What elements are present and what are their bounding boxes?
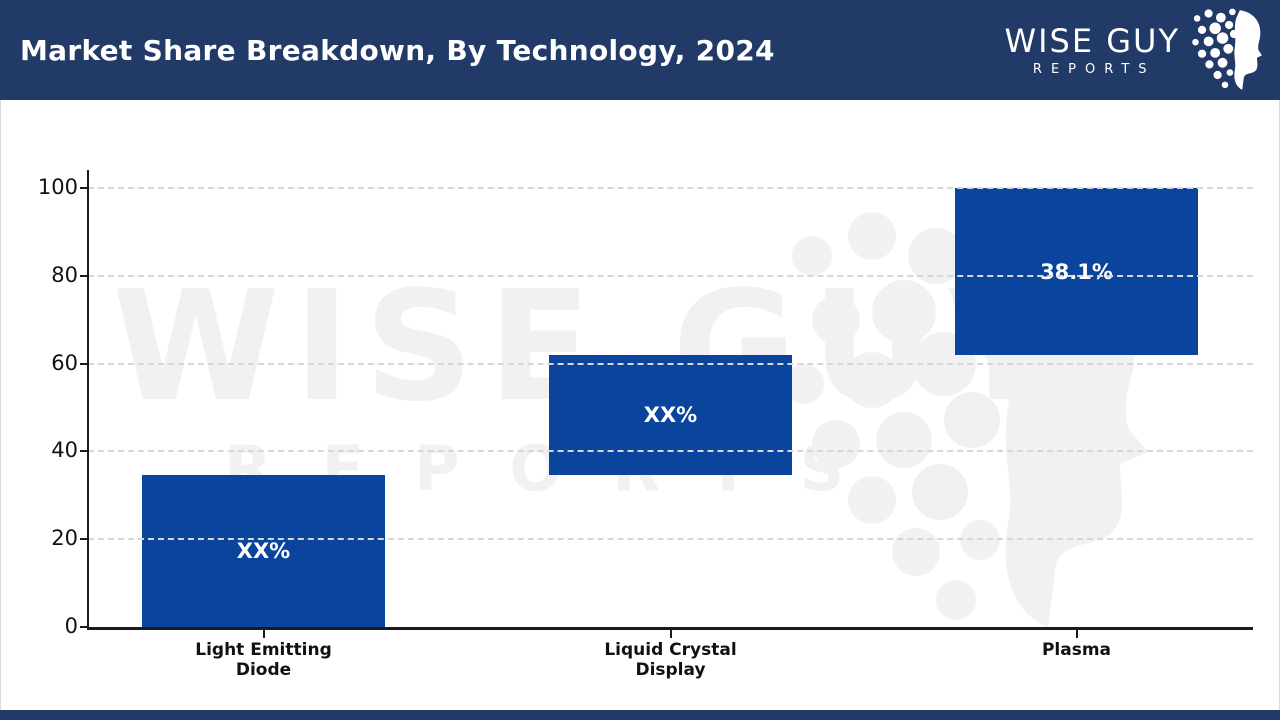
bar-value-label: 38.1% <box>1040 259 1113 284</box>
bar-value-label: XX% <box>236 539 291 564</box>
y-axis-tick <box>80 362 88 365</box>
header-bar: Market Share Breakdown, By Technology, 2… <box>0 0 1280 100</box>
y-gridline <box>88 450 1253 453</box>
bar-segment: 38.1% <box>955 188 1198 356</box>
y-gridline <box>88 538 1253 541</box>
x-axis-tick <box>1075 630 1078 638</box>
y-axis-tick-label: 60 <box>51 350 78 375</box>
logo-text: WISE GUY REPORTS <box>1004 25 1180 76</box>
bar-segment: XX% <box>142 475 385 627</box>
category-label: Plasma <box>1041 640 1112 660</box>
y-axis-tick <box>80 274 88 277</box>
bar-segment: XX% <box>549 355 792 476</box>
y-gridline <box>88 362 1253 365</box>
y-axis-line <box>87 170 89 630</box>
category-label: Liquid Crystal Display <box>604 640 737 680</box>
wise-guy-reports-logo: WISE GUY REPORTS <box>1004 6 1266 94</box>
y-axis-tick <box>80 450 88 453</box>
bar-value-label: XX% <box>643 403 698 428</box>
y-axis-tick-label: 0 <box>64 614 78 638</box>
logo-subtext: REPORTS <box>1032 61 1156 77</box>
x-axis-line <box>87 627 1253 630</box>
category-label: Light Emitting Diode <box>195 640 332 680</box>
y-gridline <box>88 274 1253 277</box>
y-axis-tick <box>80 187 88 189</box>
footer-bar <box>0 710 1280 720</box>
y-axis-tick <box>80 538 88 541</box>
logo-wordmark: WISE GUY <box>1004 21 1180 60</box>
y-axis-tick-label: 80 <box>51 262 78 287</box>
logo-head-icon <box>1192 8 1262 90</box>
y-gridline <box>88 187 1253 189</box>
page-title: Market Share Breakdown, By Technology, 2… <box>20 33 775 67</box>
y-axis-tick-label: 100 <box>37 175 78 199</box>
x-axis-tick <box>262 630 265 638</box>
y-axis-tick-label: 20 <box>51 526 78 551</box>
y-axis-tick-label: 40 <box>51 438 78 463</box>
y-axis-tick <box>80 626 88 628</box>
x-axis-tick <box>669 630 672 638</box>
